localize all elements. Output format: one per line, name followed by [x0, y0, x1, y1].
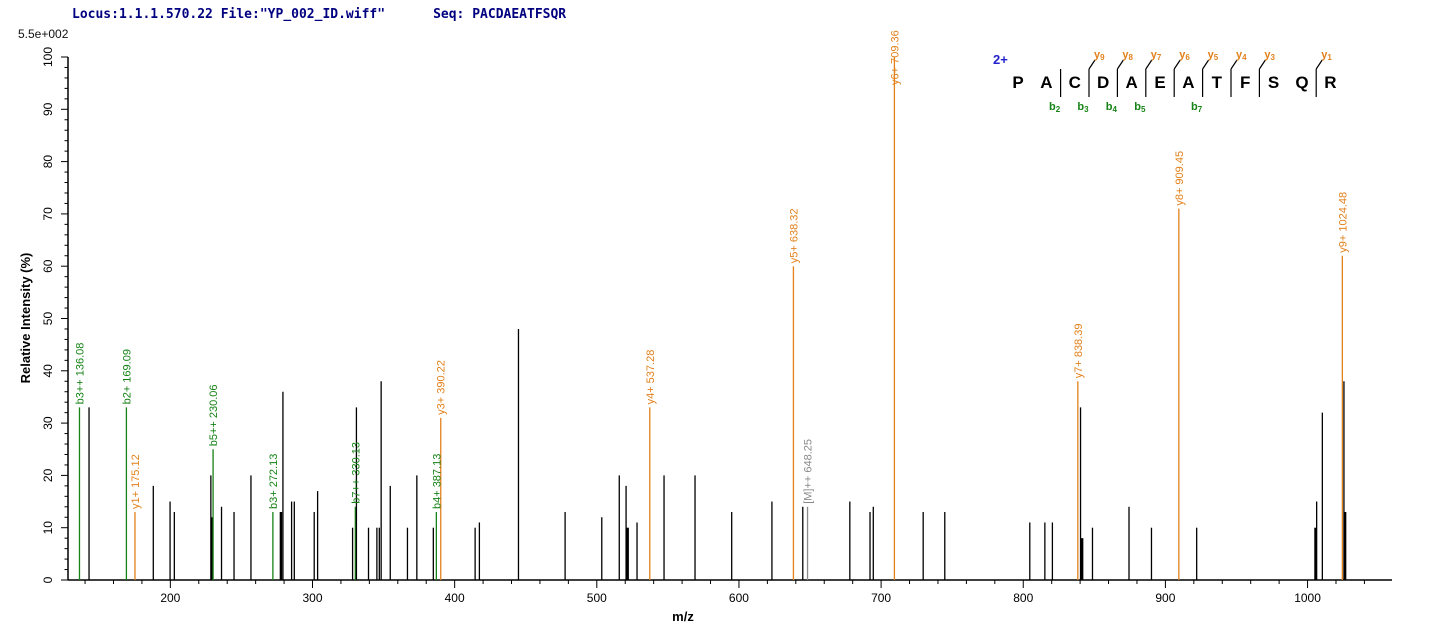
peaks-group [78, 57, 1347, 580]
residue-letter: C [1069, 73, 1081, 92]
x-tick-label: 700 [871, 591, 891, 605]
residue-letter: F [1240, 73, 1250, 92]
x-tick-label: 300 [302, 591, 322, 605]
peak-label: y1+ 175.12 [130, 454, 142, 509]
cleavage-divider [1230, 59, 1238, 97]
residue-letter: A [1182, 73, 1194, 92]
x-tick-label: 900 [1155, 591, 1175, 605]
charge-label: 2+ [993, 52, 1008, 67]
y-ion-label: y3 [1264, 49, 1275, 62]
peak-label: b4+ 387.13 [431, 454, 443, 509]
y-tick-label: 70 [41, 207, 55, 221]
cleavage-divider [1202, 59, 1210, 97]
y-tick-label: 40 [41, 364, 55, 378]
cleavage-divider [1088, 59, 1096, 97]
residue-letter: E [1154, 73, 1165, 92]
x-tick-label: 600 [729, 591, 749, 605]
intensity-scale-label: 5.5e+002 [18, 27, 69, 41]
y-ion-label: y5 [1208, 49, 1219, 62]
sequence-label: Seq: PACDAEATFSQR [433, 7, 567, 22]
residue-letter: S [1268, 73, 1279, 92]
y-ion-label: y9 [1094, 49, 1105, 62]
y-tick-label: 100 [41, 47, 55, 67]
x-tick-label: 800 [1013, 591, 1033, 605]
cleavage-divider [1116, 59, 1124, 97]
y-tick-label: 0 [41, 576, 55, 583]
peak-labels-group: b3++ 136.08 b2+ 169.09 y1+ 175.12 b5++ 230.… [74, 30, 1349, 509]
cleavage-divider [1258, 59, 1266, 97]
peak-label: y4+ 537.28 [645, 350, 657, 405]
locus-file-label: Locus:1.1.1.570.22 File:"YP_002_ID.wiff" [72, 7, 386, 22]
y-ion-label: y7 [1151, 49, 1162, 62]
y-ion-label: y8 [1122, 49, 1133, 62]
peak-label: [M]++ 648.25 [803, 439, 815, 504]
residue-letter: A [1040, 73, 1052, 92]
residue-letter: T [1212, 73, 1223, 92]
y-ion-label: y1 [1321, 49, 1332, 62]
peak-label: b7++ 330.13 [350, 442, 362, 504]
b-ion-label: b7 [1191, 101, 1203, 114]
b-ion-label: b2 [1049, 101, 1061, 114]
residue-letter: A [1125, 73, 1137, 92]
x-tick-label: 500 [587, 591, 607, 605]
residue-letter: R [1324, 73, 1336, 92]
peak-label: b3++ 136.08 [74, 343, 86, 405]
peak-label: y3+ 390.22 [436, 360, 448, 415]
peak-label: b3+ 272.13 [268, 454, 280, 509]
y-tick-label: 80 [41, 155, 55, 169]
cleavage-divider [1173, 59, 1181, 97]
y-tick-label: 10 [41, 521, 55, 535]
peak-label: y7+ 838.39 [1073, 324, 1085, 379]
b-ion-label: b4 [1106, 101, 1118, 114]
peak-label: b5++ 230.06 [208, 384, 220, 446]
axes-group: 200 300 400 500 600 700 800 900 1000 0 10 20 30 40 50 6… [41, 47, 1392, 605]
b-ion-label: b3 [1077, 101, 1089, 114]
x-tick-label: 400 [445, 591, 465, 605]
y-tick-label: 20 [41, 468, 55, 482]
peak-label: y9+ 1024.48 [1337, 192, 1349, 253]
y-tick-label: 50 [41, 312, 55, 326]
x-tick-label: 200 [160, 591, 180, 605]
y-tick-label: 30 [41, 416, 55, 430]
y-tick-label: 60 [41, 259, 55, 273]
cleavage-divider [1315, 59, 1323, 97]
y-ion-label: y4 [1236, 49, 1247, 62]
y-tick-label: 90 [41, 102, 55, 116]
y-axis-title: Relative Intensity (%) [18, 253, 33, 384]
residue-letter: D [1097, 73, 1109, 92]
peak-label: b2+ 169.09 [121, 349, 133, 404]
b-ion-label: b5 [1134, 101, 1146, 114]
x-axis-title: m/z [672, 609, 694, 624]
residue-letter: P [1012, 73, 1023, 92]
peak-label: y5+ 638.32 [788, 208, 800, 263]
y-ion-label: y6 [1179, 49, 1190, 62]
residue-letter: Q [1295, 73, 1308, 92]
peak-label: y8+ 909.45 [1174, 151, 1186, 206]
x-tick-label: 1000 [1294, 591, 1321, 605]
peak-label: y6+ 709.36 [889, 30, 901, 85]
header-row: Locus:1.1.1.570.22 File:"YP_002_ID.wiff"… [72, 7, 566, 22]
cleavage-divider [1145, 59, 1153, 97]
